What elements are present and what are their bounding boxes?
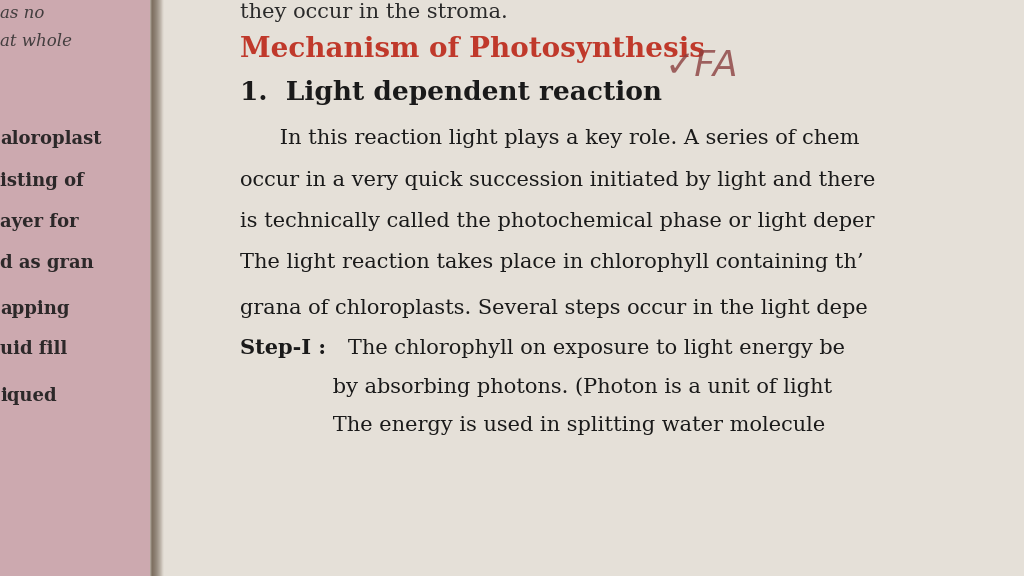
Text: isting of: isting of: [0, 172, 84, 190]
Text: occur in a very quick succession initiated by light and there: occur in a very quick succession initiat…: [240, 171, 876, 190]
Bar: [151, 0, 154, 576]
Bar: [161, 0, 164, 576]
Bar: [159, 0, 162, 576]
Text: at whole: at whole: [0, 33, 72, 50]
Text: The chlorophyll on exposure to light energy be: The chlorophyll on exposure to light ene…: [328, 339, 845, 358]
Bar: [150, 0, 1024, 576]
Text: The light reaction takes place in chlorophyll containing th’: The light reaction takes place in chloro…: [240, 253, 863, 272]
Text: they occur in the stroma.: they occur in the stroma.: [240, 3, 508, 22]
Text: is technically called the photochemical phase or light deper: is technically called the photochemical …: [240, 212, 874, 231]
Text: grana of chloroplasts. Several steps occur in the light depe: grana of chloroplasts. Several steps occ…: [240, 299, 867, 318]
Text: Step-I :: Step-I :: [240, 338, 326, 358]
Text: d as gran: d as gran: [0, 254, 94, 272]
Bar: [152, 0, 155, 576]
Bar: [158, 0, 161, 576]
Bar: [156, 0, 159, 576]
Bar: [0, 0, 150, 576]
Text: Mechanism of Photosynthesis: Mechanism of Photosynthesis: [240, 36, 705, 63]
Bar: [153, 0, 156, 576]
Text: The energy is used in splitting water molecule: The energy is used in splitting water mo…: [240, 416, 825, 435]
Text: aloroplast: aloroplast: [0, 130, 101, 148]
Bar: [160, 0, 163, 576]
Text: by absorbing photons. (Photon is a unit of light: by absorbing photons. (Photon is a unit …: [240, 377, 833, 397]
Text: 1.  Light dependent reaction: 1. Light dependent reaction: [240, 80, 662, 105]
Bar: [157, 0, 160, 576]
Text: apping: apping: [0, 300, 70, 318]
Text: uid fill: uid fill: [0, 340, 68, 358]
Bar: [154, 0, 157, 576]
Text: In this reaction light plays a key role. A series of chem: In this reaction light plays a key role.…: [240, 129, 859, 148]
Text: iqued: iqued: [0, 387, 56, 405]
Bar: [155, 0, 158, 576]
Bar: [150, 0, 153, 576]
Text: as no: as no: [0, 5, 44, 22]
Text: ayer for: ayer for: [0, 213, 79, 231]
Text: ✓FA: ✓FA: [665, 49, 738, 83]
